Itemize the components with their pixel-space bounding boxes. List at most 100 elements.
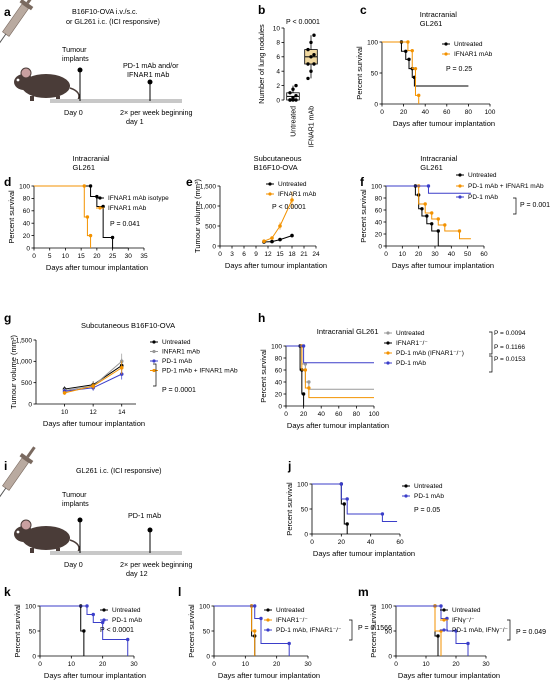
significance-bracket [489,331,493,355]
y-tick-label: 500 [205,223,216,230]
legend-label: PD-1 mAb + IFNAR1 mAb [162,368,238,375]
event-marker [380,512,385,516]
x-tick-label: 60 [335,411,343,418]
series-line-1 [214,605,256,656]
y-tick-label: 0 [378,243,382,250]
schedule-line-1: 2× per week beginning [120,108,193,117]
injection-line-1: GL261 i.c. (ICI responsive) [76,466,162,475]
legend-label: PD-1 mAb [414,493,444,500]
y-tick-label: 40 [23,221,31,228]
x-axis-label: Days after tumour implantation [392,261,494,270]
x-tick-label: 0 [212,661,216,668]
y-tick-label: 80 [375,195,383,202]
significance-bracket [153,363,157,387]
x-tick-label: 30 [125,253,133,260]
data-point [306,76,310,81]
x-tick-label: 30 [130,661,138,668]
x-axis-label: Days after tumour implantation [44,671,146,680]
legend-label: PD-1 mAb, IFNγ⁻/⁻ [452,627,508,634]
y-tick-label: 100 [367,39,378,46]
chart-panel-h: h Intracranial GL261 0 20 40 60 80 100 0 20 40 60 80… [258,311,526,430]
chart-panel-m: m 0 50 100 0 10 20 30 Days after tumour implanta… [358,585,546,680]
implant-label-2: implants [62,54,89,63]
schedule-line-1: 2× per week beginning [120,560,193,569]
event-marker [436,229,440,233]
series-line-0 [40,605,85,656]
event-marker [287,641,291,646]
x-tick-label: 15 [78,253,86,260]
x-tick-label: 20 [415,251,423,258]
event-marker [307,386,311,390]
event-marker [253,604,257,608]
y-axis-label: Percent survival [355,46,364,100]
y-axis-label: Percent survival [369,604,378,658]
y-tick-label: 100 [271,343,282,350]
panel-i-schematic: i GL261 i.c. (ICI responsive) Tumour imp… [0,446,193,578]
event-marker [301,392,306,396]
series-line-1 [312,483,398,522]
p-value-annotation: P = 0.1166 [494,344,525,351]
x-tick-label: 24 [312,251,320,258]
event-marker [91,612,95,617]
legend-label: Untreated [454,41,483,48]
significance-bracket [513,197,517,215]
y-tick-label: 1,500 [16,337,33,344]
legend-label: PD-1 mAb, IFNAR1⁻/⁻ [276,627,341,634]
chart-panel-b: b 0 2 4 6 8 10 Number of lung nodules Untreated I… [257,3,320,147]
y-tick-label: 8 [276,40,280,47]
legend-marker [102,608,106,612]
timeline-bar [50,551,182,555]
y-tick-label: 40 [275,379,283,386]
chart-title: GL261 [420,19,443,28]
series-line-0 [286,345,374,390]
series-line-0 [396,605,439,656]
timeline-marker-treatment [147,79,153,101]
event-marker [413,66,418,71]
legend-label: IFNγ⁻/⁻ [452,617,474,624]
y-tick-label: 0 [304,531,308,538]
legend-label: PD-1 mAb (IFNAR1⁻/⁻) [396,350,464,357]
p-value-annotation: P = 0.05 [414,507,440,514]
legend-marker [458,173,462,177]
event-marker [439,604,443,608]
x-tick-label: 9 [254,251,258,258]
legend-marker [458,184,462,188]
event-marker [445,616,449,621]
panel-a-schematic: a B16F10-OVA i.v./s.c. or GL261 i.c. (IC… [0,0,193,126]
panel-letter: i [4,459,7,473]
x-tick-label: 5 [48,253,52,260]
legend-marker [404,484,408,488]
event-marker [95,194,99,199]
x-tick-label: 60 [396,539,404,546]
event-marker [259,616,263,621]
y-tick-label: 100 [19,183,30,190]
data-point [312,52,316,57]
series-line-0 [263,235,293,243]
legend-marker [442,608,446,612]
series-line-2 [386,185,471,194]
chart-panel-k: k 0 50 100 0 10 20 30 Days after tumour implanta… [4,585,146,680]
y-tick-label: 100 [297,481,308,488]
day0-label: Day 0 [64,560,83,569]
legend-label: IFNAR1⁻/⁻ [276,617,308,624]
legend-label: PD-1 mAb [396,360,426,367]
series-line-1 [263,199,293,242]
y-axis-label: Percent survival [7,190,16,244]
legend-marker [442,628,446,632]
event-marker [423,202,427,206]
x-tick-label: 30 [482,661,490,668]
y-axis-label: Number of lung nodules [257,24,266,104]
y-tick-label: 0 [206,653,210,660]
timeline-marker-day0 [77,67,83,101]
y-tick-label: 100 [371,183,382,190]
x-tick-label: 40 [367,539,375,546]
legend-label: PD-1 mAb [162,358,192,365]
chart-panel-g: g Subcutaneous B16F10-OVA 0 500 1,000 1,500 10… [4,311,238,428]
legend-marker [386,361,390,365]
event-marker [101,204,105,209]
chart-title: Intracranial [420,10,457,19]
chart-title: Subcutaneous [254,154,302,163]
legend-label: IFNAR1 mAb isotype [108,195,169,202]
p-value-annotation: P < 0.0001 [272,204,306,211]
